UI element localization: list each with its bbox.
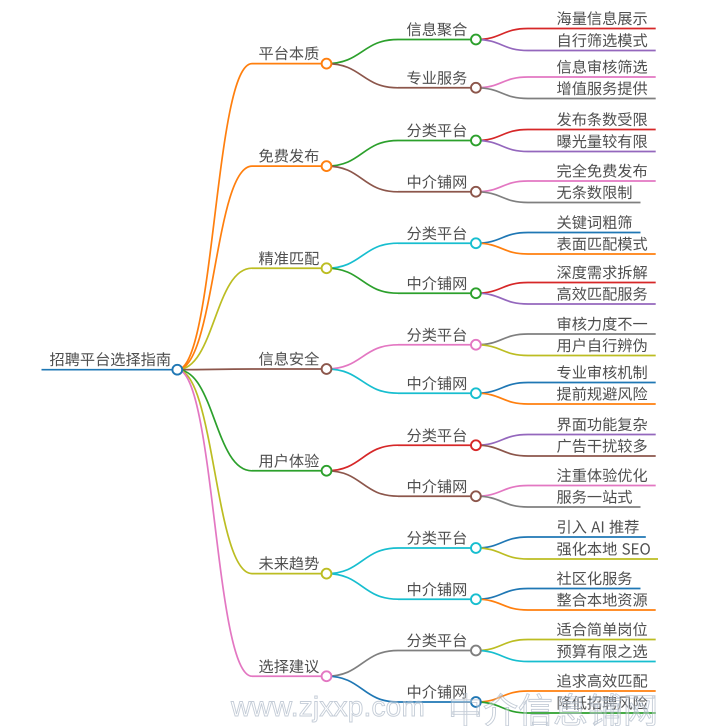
- svg-text:www.zjxxp.com: www.zjxxp.com: [230, 691, 425, 722]
- svg-text:社区化服务: 社区化服务: [557, 567, 633, 589]
- svg-text:注重体验优化: 注重体验优化: [557, 464, 648, 486]
- svg-text:提前规避风险: 提前规避风险: [557, 383, 648, 405]
- svg-text:深度需求拆解: 深度需求拆解: [557, 261, 648, 283]
- svg-text:增值服务提供: 增值服务提供: [557, 77, 648, 99]
- svg-text:专业服务: 专业服务: [407, 66, 468, 88]
- svg-text:信息安全: 信息安全: [259, 348, 320, 370]
- svg-text:整合本地资源: 整合本地资源: [557, 589, 648, 611]
- svg-text:选择建议: 选择建议: [259, 655, 320, 677]
- svg-text:专业审核机制: 专业审核机制: [557, 361, 648, 383]
- svg-text:发布条数受限: 发布条数受限: [557, 108, 648, 130]
- svg-text:平台本质: 平台本质: [259, 42, 320, 64]
- svg-text:界面功能复杂: 界面功能复杂: [557, 413, 648, 435]
- svg-text:无条数限制: 无条数限制: [557, 181, 633, 203]
- svg-text:自行筛选模式: 自行筛选模式: [557, 29, 648, 51]
- svg-text:分类平台: 分类平台: [407, 527, 468, 549]
- svg-text:分类平台: 分类平台: [407, 629, 468, 651]
- svg-text:审核力度不一: 审核力度不一: [557, 313, 648, 335]
- svg-text:分类平台: 分类平台: [407, 119, 468, 141]
- svg-text:服务一站式: 服务一站式: [557, 486, 633, 508]
- svg-text:中介铺网: 中介铺网: [407, 475, 468, 497]
- svg-text:中介铺网: 中介铺网: [407, 578, 468, 600]
- svg-text:分类平台: 分类平台: [407, 323, 468, 345]
- svg-text:精准匹配: 精准匹配: [259, 247, 320, 269]
- svg-text:分类平台: 分类平台: [407, 222, 468, 244]
- svg-text:招聘平台选择指南: 招聘平台选择指南: [50, 348, 172, 370]
- svg-text:追求高效匹配: 追求高效匹配: [557, 670, 648, 692]
- svg-text:未来趋势: 未来趋势: [259, 552, 320, 574]
- svg-text:关键词粗筛: 关键词粗筛: [557, 211, 633, 233]
- svg-text:中介铺网: 中介铺网: [407, 372, 468, 394]
- svg-text:高效匹配服务: 高效匹配服务: [557, 283, 648, 305]
- svg-text:中介铺网: 中介铺网: [407, 170, 468, 192]
- svg-text:曝光量较有限: 曝光量较有限: [557, 130, 648, 152]
- svg-text:用户体验: 用户体验: [259, 449, 320, 471]
- svg-text:适合简单岗位: 适合简单岗位: [557, 618, 648, 640]
- svg-text:中介铺网: 中介铺网: [407, 681, 468, 703]
- svg-text:海量信息展示: 海量信息展示: [557, 7, 648, 29]
- svg-text:免费发布: 免费发布: [259, 145, 320, 167]
- svg-text:强化本地 SEO: 强化本地 SEO: [557, 538, 651, 560]
- svg-text:完全免费发布: 完全免费发布: [557, 160, 648, 182]
- svg-text:用户自行辨伪: 用户自行辨伪: [557, 334, 648, 356]
- svg-text:预算有限之选: 预算有限之选: [557, 640, 648, 662]
- svg-text:降低招聘风险: 降低招聘风险: [557, 692, 648, 714]
- svg-text:信息审核筛选: 信息审核筛选: [557, 56, 648, 78]
- svg-text:引入 AI 推荐: 引入 AI 推荐: [557, 516, 640, 538]
- svg-text:广告干扰较多: 广告干扰较多: [557, 435, 648, 457]
- svg-text:分类平台: 分类平台: [407, 424, 468, 446]
- svg-text:信息聚合: 信息聚合: [407, 18, 468, 40]
- svg-text:中介铺网: 中介铺网: [407, 272, 468, 294]
- svg-text:中介信息铺网: 中介信息铺网: [448, 683, 658, 726]
- svg-text:表面匹配模式: 表面匹配模式: [557, 233, 648, 255]
